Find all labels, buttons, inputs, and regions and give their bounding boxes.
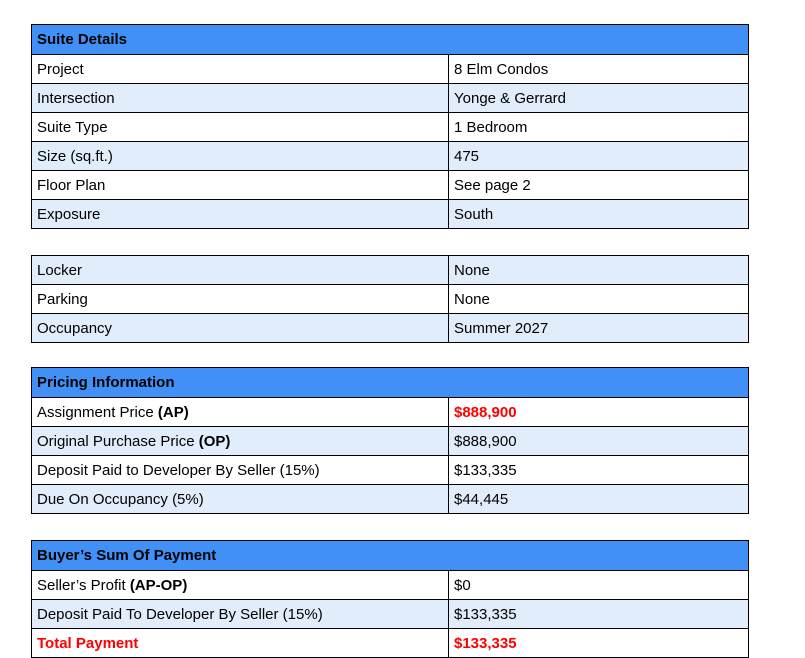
row-value-cell: Summer 2027	[448, 313, 749, 343]
row-value-cell: $133,335	[447, 455, 750, 485]
row-label: Occupancy	[37, 319, 113, 337]
table-row: Seller’s Profit (AP-OP) $0	[31, 570, 750, 600]
row-value-cell: $0	[447, 570, 750, 600]
row-value-cell: 8 Elm Condos	[448, 54, 749, 84]
row-label: Deposit Paid to Developer By Seller (15%…	[37, 461, 320, 479]
table-row: Size (sq.ft.) 475	[31, 141, 749, 171]
row-label: Exposure	[37, 205, 101, 223]
row-label-cell: Occupancy	[31, 313, 449, 343]
row-label: Total Payment	[37, 634, 139, 652]
row-label: Deposit Paid To Developer By Seller (15%…	[37, 605, 323, 623]
row-value-cell: $888,900	[447, 426, 750, 456]
row-value-cell: None	[448, 255, 749, 285]
row-label-cell: Seller’s Profit (AP-OP)	[31, 570, 449, 600]
table-row: Deposit Paid to Developer By Seller (15%…	[31, 455, 750, 485]
row-value: $133,335	[454, 461, 517, 479]
pricing-information-title: Pricing Information	[30, 367, 750, 398]
row-value-cell: $133,335	[447, 628, 750, 658]
table-row: Suite Type 1 Bedroom	[31, 112, 749, 142]
row-label-cell: Suite Type	[31, 112, 449, 142]
table-row: Due On Occupancy (5%) $44,445	[31, 484, 750, 514]
row-label-cell: Exposure	[31, 199, 449, 229]
row-label: Locker	[37, 261, 83, 279]
suite-details-title: Suite Details	[31, 24, 749, 55]
unit-extras-table: Locker None Parking None Occupancy Summe…	[31, 255, 749, 343]
row-label-cell: Parking	[31, 284, 449, 314]
row-value: Summer 2027	[454, 319, 549, 337]
row-value: None	[454, 261, 490, 279]
row-label: Project	[37, 60, 84, 78]
pricing-information-header-row: Pricing Information	[30, 367, 750, 398]
table-row: Floor Plan See page 2	[31, 170, 749, 200]
buyers-sum-table: Buyer’s Sum Of Payment Seller’s Profit (…	[30, 540, 750, 658]
row-label: Parking	[37, 290, 88, 308]
table-row: Original Purchase Price (OP) $888,900	[31, 426, 750, 456]
row-label-cell: Due On Occupancy (5%)	[31, 484, 449, 514]
buyers-sum-title: Buyer’s Sum Of Payment	[30, 540, 750, 571]
row-value: None	[454, 290, 490, 308]
row-label: Size (sq.ft.)	[37, 147, 113, 165]
row-label-cell: Size (sq.ft.)	[31, 141, 449, 171]
row-label: Suite Type	[37, 118, 108, 136]
row-label-cell: Project	[31, 54, 449, 84]
row-value: 8 Elm Condos	[454, 60, 549, 78]
row-label-bold: (AP)	[157, 403, 189, 421]
row-label-cell: Intersection	[31, 83, 449, 113]
table-row: Deposit Paid To Developer By Seller (15%…	[31, 599, 750, 629]
row-label: Intersection	[37, 89, 115, 107]
table-row: Exposure South	[31, 199, 749, 229]
row-value: 1 Bedroom	[454, 118, 528, 136]
table-row: Occupancy Summer 2027	[31, 313, 749, 343]
row-value: $44,445	[454, 490, 509, 508]
row-label-cell: Deposit Paid to Developer By Seller (15%…	[31, 455, 449, 485]
row-value-cell: Yonge & Gerrard	[448, 83, 749, 113]
row-label: Original Purchase Price	[37, 432, 199, 450]
row-value: See page 2	[454, 176, 531, 194]
table-row: Intersection Yonge & Gerrard	[31, 83, 749, 113]
row-label: Floor Plan	[37, 176, 106, 194]
row-value-cell: See page 2	[448, 170, 749, 200]
table-row: Locker None	[31, 255, 749, 285]
row-value: $133,335	[454, 634, 517, 652]
row-label: Due On Occupancy (5%)	[37, 490, 204, 508]
table-row: Parking None	[31, 284, 749, 314]
table-row: Total Payment $133,335	[31, 628, 750, 658]
row-value-cell: $888,900	[447, 397, 750, 427]
row-label-cell: Assignment Price (AP)	[31, 397, 449, 427]
pricing-information-table: Pricing Information Assignment Price (AP…	[30, 367, 750, 514]
row-value-cell: South	[448, 199, 749, 229]
table-row: Project 8 Elm Condos	[31, 54, 749, 84]
table-row: Assignment Price (AP) $888,900	[31, 397, 750, 427]
row-label-cell: Deposit Paid To Developer By Seller (15%…	[31, 599, 449, 629]
row-label-bold: (AP-OP)	[129, 576, 188, 594]
row-value: $0	[454, 576, 471, 594]
row-label-bold: (OP)	[198, 432, 231, 450]
row-value-cell: None	[448, 284, 749, 314]
row-value-cell: 1 Bedroom	[448, 112, 749, 142]
row-value: 475	[454, 147, 480, 165]
row-label: Seller’s Profit	[37, 576, 130, 594]
row-label-cell: Total Payment	[31, 628, 449, 658]
row-label: Assignment Price	[37, 403, 158, 421]
row-value: Yonge & Gerrard	[454, 89, 567, 107]
row-value-cell: 475	[448, 141, 749, 171]
row-label-cell: Floor Plan	[31, 170, 449, 200]
buyers-sum-header-row: Buyer’s Sum Of Payment	[30, 540, 750, 571]
row-value-cell: $133,335	[447, 599, 750, 629]
suite-details-table: Suite Details Project 8 Elm Condos Inter…	[31, 24, 749, 229]
suite-details-header-row: Suite Details	[31, 24, 749, 55]
row-label-cell: Original Purchase Price (OP)	[31, 426, 449, 456]
row-label-cell: Locker	[31, 255, 449, 285]
row-value: South	[454, 205, 494, 223]
row-value: $133,335	[454, 605, 517, 623]
row-value: $888,900	[454, 432, 517, 450]
row-value: $888,900	[454, 403, 517, 421]
row-value-cell: $44,445	[447, 484, 750, 514]
